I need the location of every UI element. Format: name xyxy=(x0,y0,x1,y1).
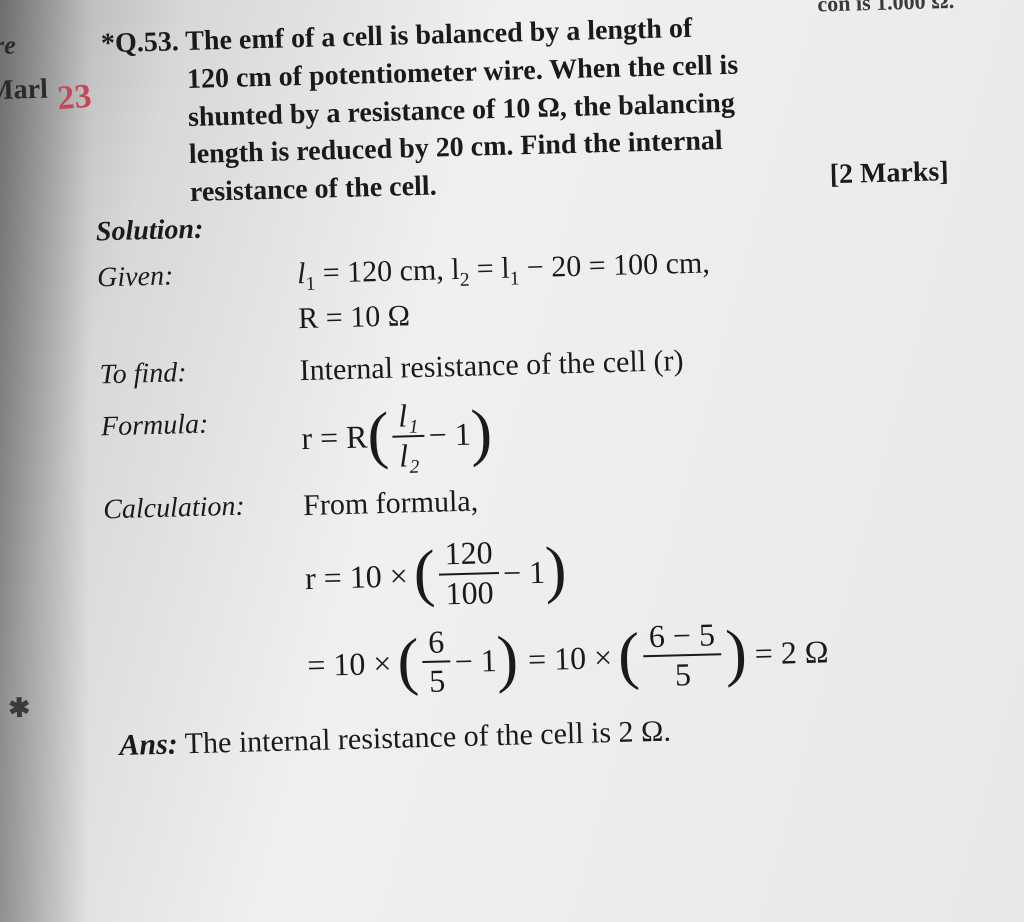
margin-word-are: are xyxy=(0,30,16,61)
side-marker-icon: ✱ xyxy=(8,693,31,724)
formula-tail: − 1 xyxy=(428,412,471,458)
formula-label: Formula: xyxy=(101,402,302,443)
given-row: Given: l1 = 120 cm, l2 = l1 − 20 = 100 c… xyxy=(97,235,983,345)
calc-step-1: r = 10 × ( 120 100 − 1 ) xyxy=(304,524,990,615)
answer-label: Ans: xyxy=(119,727,178,762)
calculation-row: Calculation: From formula, xyxy=(103,468,988,533)
calc-result: = 2 Ω xyxy=(754,633,829,672)
formula-content: r = R ( l₁ l₂ − 1 ) xyxy=(300,397,493,475)
margin-word-marl: Marl xyxy=(0,74,48,108)
calculation-label: Calculation: xyxy=(103,486,304,527)
open-paren-icon: ( xyxy=(367,409,390,461)
handwritten-number: 23 xyxy=(56,78,93,119)
formula-row: Formula: r = R ( l₁ l₂ − 1 ) xyxy=(101,385,987,481)
given-content: l1 = 120 cm, l2 = l1 − 20 = 100 cm, R = … xyxy=(297,242,712,340)
answer-text: The internal resistance of the cell is 2… xyxy=(184,714,671,760)
calculation-steps: r = 10 × ( 120 100 − 1 ) = 10 × ( 6 5 − … xyxy=(304,524,992,702)
given-label: Given: xyxy=(97,253,298,294)
fraction: l₁ l₂ xyxy=(392,399,426,473)
calculation-lead: From formula, xyxy=(303,481,479,528)
answer-line: Ans: The internal resistance of the cell… xyxy=(119,706,994,763)
textbook-page: con is 1.000 Ω. are Marl 23 *Q.53. The e… xyxy=(0,0,993,765)
tofind-content: Internal resistance of the cell (r) xyxy=(299,340,684,392)
calc-step-2: = 10 × ( 6 5 − 1 ) = 10 × ( 6 − 5 5 ) = … xyxy=(306,611,992,702)
formula-lhs: r = R xyxy=(301,415,368,462)
tofind-label: To find: xyxy=(99,350,300,391)
question-number: *Q.53. xyxy=(101,26,180,59)
close-paren-icon: ) xyxy=(470,406,493,458)
